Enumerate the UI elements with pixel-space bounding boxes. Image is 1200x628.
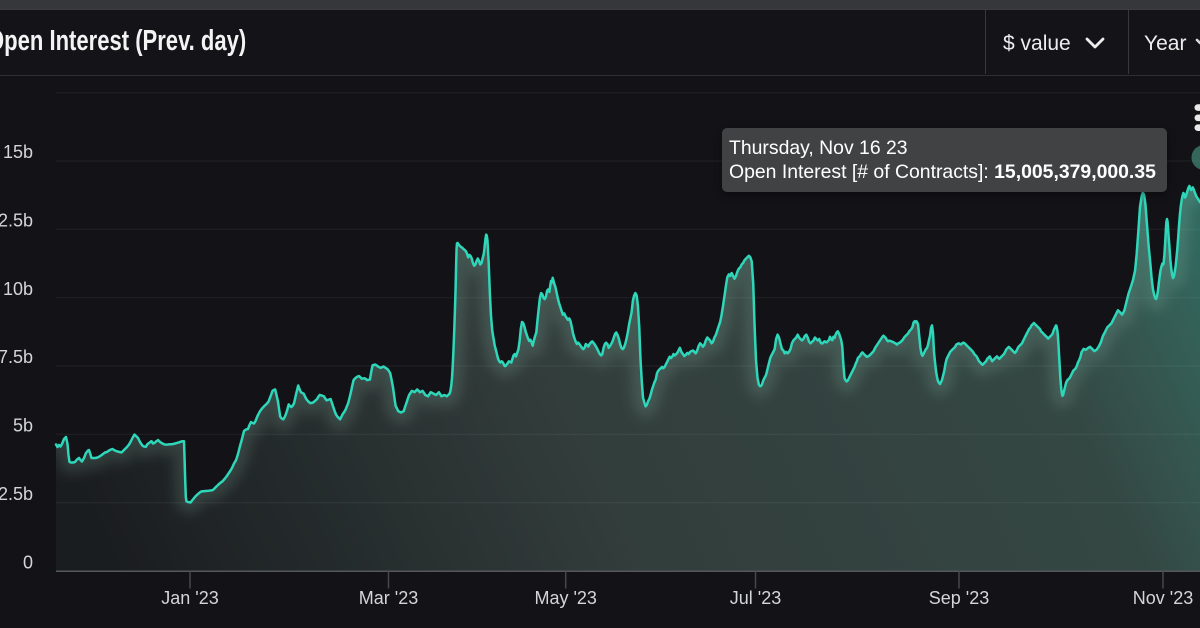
svg-text:May '23: May '23: [534, 588, 596, 608]
svg-text:Mar '23: Mar '23: [359, 588, 418, 608]
svg-text:5b: 5b: [13, 416, 33, 436]
svg-text:2.5b: 2.5b: [0, 484, 33, 504]
svg-text:10b: 10b: [3, 279, 33, 299]
svg-text:Jan '23: Jan '23: [161, 588, 218, 608]
svg-text:2.5b: 2.5b: [0, 211, 33, 231]
svg-text:7.5b: 7.5b: [0, 347, 33, 367]
svg-text:Nov '23: Nov '23: [1133, 588, 1193, 608]
svg-text:Jul '23: Jul '23: [730, 588, 781, 608]
svg-text:15b: 15b: [3, 142, 33, 162]
svg-text:0: 0: [23, 552, 33, 572]
svg-text:Sep '23: Sep '23: [929, 588, 990, 608]
